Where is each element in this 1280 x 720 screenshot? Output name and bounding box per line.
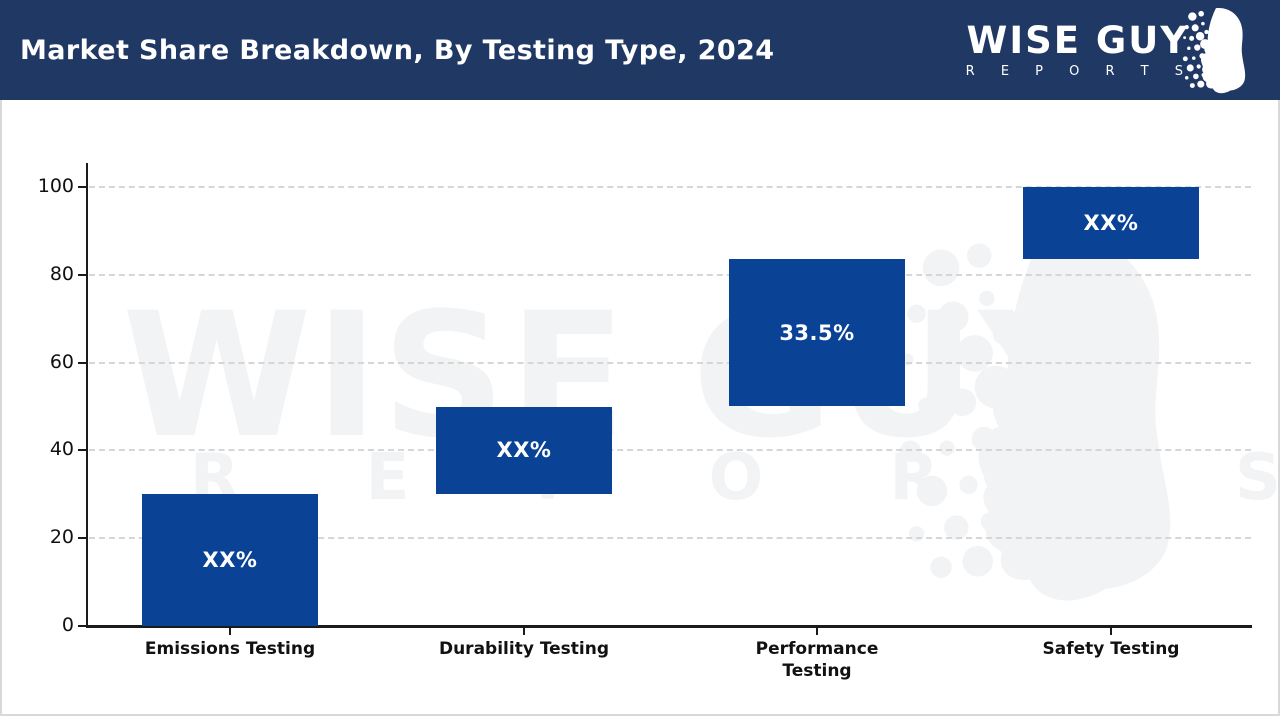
chart-title: Market Share Breakdown, By Testing Type,… (20, 34, 775, 66)
brand-subname: R E P O R T S (965, 63, 1194, 79)
bar-value-label: 33.5% (779, 320, 855, 345)
bar-emissions-testing: XX% (142, 494, 318, 626)
y-tick-label: 40 (49, 438, 74, 461)
x-category-label: Durability Testing (438, 639, 610, 659)
watermark-face-icon (899, 230, 1171, 601)
header-bar: Market Share Breakdown, By Testing Type,… (0, 0, 1280, 100)
content-frame (0, 100, 1280, 716)
bar-value-label: XX% (496, 438, 552, 463)
y-tick-label: 80 (49, 262, 74, 285)
x-axis-line (86, 625, 1252, 628)
y-tick-label: 20 (49, 526, 74, 549)
y-tick-label: 100 (37, 175, 74, 197)
bar-value-label: XX% (1083, 211, 1139, 236)
brand-logo: WISE GUY R E P O R T S (962, 6, 1256, 94)
y-gridline (89, 273, 1251, 276)
y-axis-line (86, 163, 88, 628)
y-gridline (89, 186, 1251, 188)
brand-face-icon (1182, 7, 1246, 94)
y-gridline (89, 361, 1251, 364)
x-tick-mark (816, 628, 818, 635)
bar-safety-testing: XX% (1023, 187, 1199, 260)
x-category-label: Emissions Testing (144, 639, 316, 659)
y-tick-mark (78, 625, 86, 627)
x-tick-mark (1110, 628, 1112, 635)
x-tick-mark (523, 628, 525, 635)
x-tick-mark (229, 628, 231, 635)
x-category-label: Performance Testing (755, 639, 879, 682)
y-tick-label: 0 (61, 614, 74, 636)
x-category-label: Safety Testing (1042, 639, 1180, 659)
y-tick-label: 60 (49, 350, 74, 373)
y-gridline (89, 537, 1251, 540)
bar-durability-testing: XX% (436, 406, 612, 495)
y-tick-mark (78, 186, 86, 188)
y-tick-mark (78, 361, 86, 364)
y-tick-mark (78, 449, 86, 452)
y-gridline (89, 449, 1251, 452)
brand-logo-text: WISE GUY R E P O R T S (962, 22, 1194, 79)
y-tick-mark (78, 537, 86, 540)
bar-value-label: XX% (202, 548, 258, 573)
brand-name: WISE GUY (966, 18, 1190, 62)
y-tick-mark (78, 273, 86, 276)
bar-performance-testing: 33.5% (729, 259, 905, 407)
